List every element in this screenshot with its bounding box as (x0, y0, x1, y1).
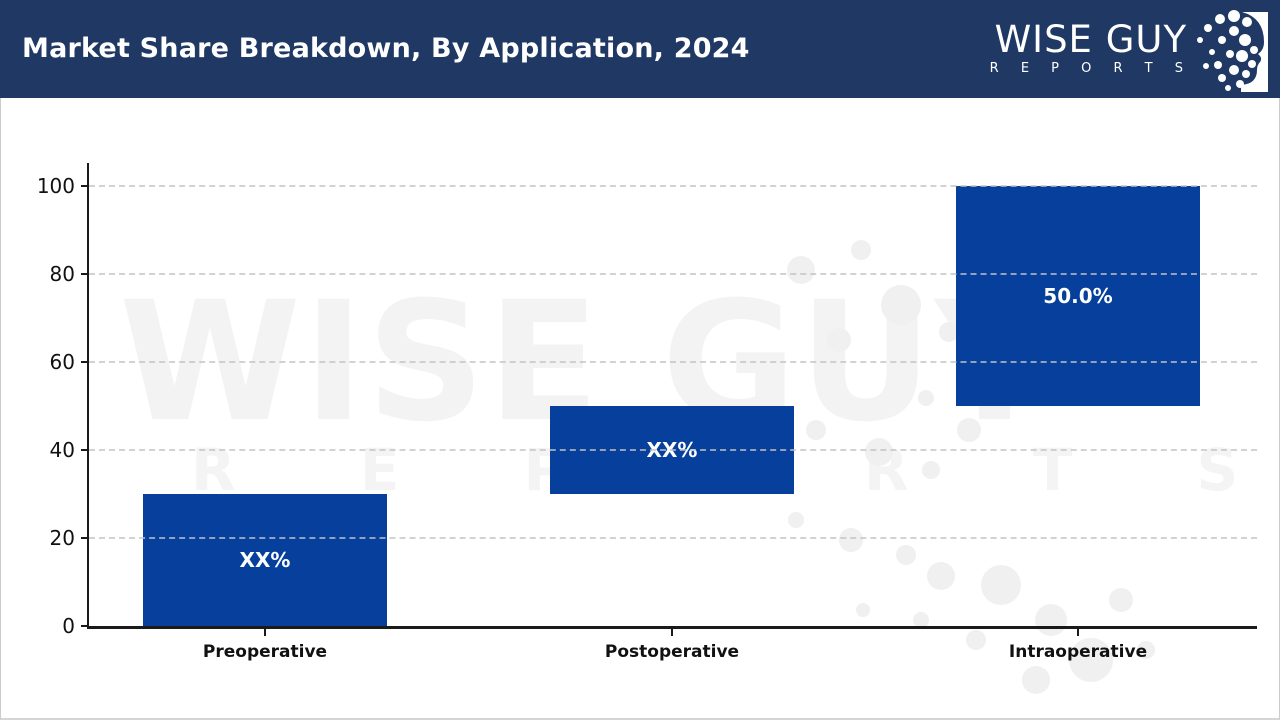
y-tick-label: 20 (49, 526, 75, 550)
y-axis-line (87, 163, 89, 628)
y-tick-label: 80 (49, 262, 75, 286)
y-tick-label: 60 (49, 350, 75, 374)
bar-value-label: XX% (239, 548, 291, 572)
x-axis-line (87, 626, 1257, 629)
y-tick-label: 0 (62, 614, 75, 638)
y-gridline (89, 361, 1257, 363)
y-tick-mark (81, 273, 88, 275)
logo-text: WISE GUY R E P O R T S (990, 20, 1192, 78)
page-title: Market Share Breakdown, By Application, … (22, 33, 750, 64)
x-tick-mark (264, 629, 266, 636)
bar-segment: XX% (143, 494, 387, 626)
y-gridline (89, 449, 1257, 451)
y-tick-mark (81, 449, 88, 451)
y-tick-mark (81, 361, 88, 363)
y-tick-label: 40 (49, 438, 75, 462)
y-gridline (89, 185, 1257, 187)
x-category-label: Intraoperative (1008, 642, 1148, 662)
logo-subtitle: R E P O R T S (989, 61, 1192, 76)
bar-value-label: 50.0% (1043, 284, 1113, 308)
logo-wordmark: WISE GUY (994, 18, 1188, 61)
x-tick-mark (671, 629, 673, 636)
chart-panel: WISE GUY R E P O R T S 020406080100XX%XX… (0, 98, 1280, 720)
bar-segment: 50.0% (956, 186, 1200, 406)
y-tick-mark (81, 625, 88, 627)
logo-face-icon (1190, 10, 1268, 96)
wise-guy-logo: WISE GUY R E P O R T S (990, 8, 1268, 92)
y-tick-mark (81, 537, 88, 539)
x-tick-mark (1077, 629, 1079, 636)
y-gridline (89, 537, 1257, 539)
x-category-label: Preoperative (202, 642, 328, 662)
y-tick-mark (81, 185, 88, 187)
header-bar: Market Share Breakdown, By Application, … (0, 0, 1280, 98)
y-tick-label: 100 (36, 174, 75, 198)
x-category-label: Postoperative (604, 642, 740, 662)
y-gridline (89, 273, 1257, 275)
plot-area: 0 20 40 60 80 100 XX% XX% 50.0% Preoperative Posto… (1, 98, 1279, 718)
